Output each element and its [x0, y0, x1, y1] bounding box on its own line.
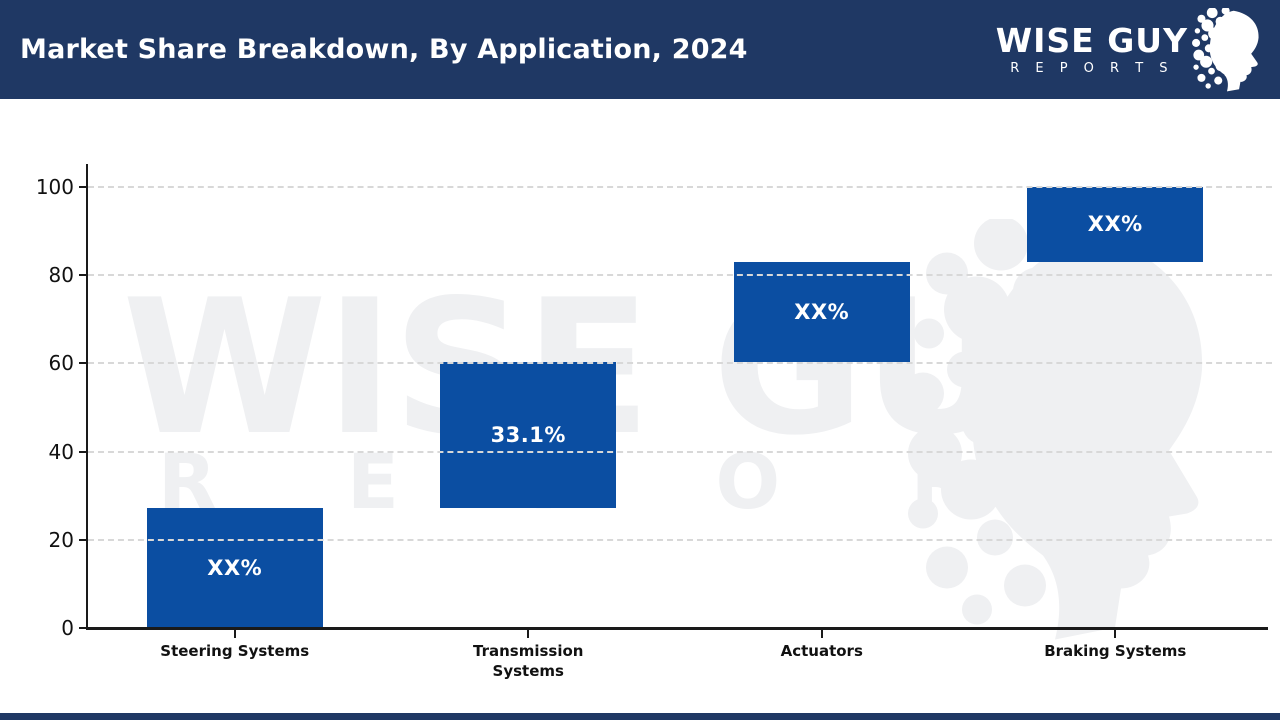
bar-value-label: XX% [207, 555, 263, 580]
bar-braking-systems: XX% [1027, 187, 1204, 262]
gridline-80 [88, 274, 1272, 277]
y-tick-mark-40 [79, 450, 87, 453]
y-tick-label-20: 20 [48, 527, 74, 552]
bar-value-label: XX% [1087, 212, 1143, 237]
y-tick-label-100: 100 [35, 175, 74, 199]
x-category-label-line: Steering Systems [160, 642, 310, 660]
y-tick-mark-100 [79, 186, 87, 188]
page-header: Market Share Breakdown, By Application, … [0, 0, 1280, 99]
bar-actuators: XX% [733, 261, 910, 362]
y-tick-mark-80 [79, 274, 87, 277]
gridline-100 [88, 186, 1272, 188]
x-category-label-0: Steering Systems [115, 641, 355, 661]
bar-value-label: XX% [794, 299, 850, 324]
gridline-60 [88, 362, 1272, 365]
gridline-40 [88, 450, 1272, 453]
y-tick-mark-20 [79, 538, 87, 541]
bar-steering-systems: XX% [146, 507, 323, 628]
x-category-label-line: Braking Systems [1044, 642, 1187, 660]
x-tick-mark-0 [233, 630, 236, 638]
y-tick-label-60: 60 [48, 351, 74, 376]
x-category-label-line: Transmission [473, 642, 584, 660]
x-tick-mark-1 [527, 630, 530, 638]
page-title: Market Share Breakdown, By Application, … [20, 34, 748, 65]
logo-head-icon [1192, 7, 1259, 91]
bar-transmission-systems: 33.1% [440, 361, 617, 508]
bar-value-label: 33.1% [490, 422, 566, 447]
x-category-label-3: Braking Systems [995, 641, 1235, 661]
gridline-20 [88, 538, 1272, 541]
x-tick-mark-3 [1114, 630, 1117, 638]
y-tick-label-40: 40 [48, 439, 74, 464]
logo-reports-label: R E P O R T S [1010, 61, 1174, 76]
y-tick-label-0: 0 [61, 616, 74, 640]
logo-wordmark: WISE GUY [995, 21, 1188, 60]
x-tick-mark-2 [820, 630, 823, 638]
x-category-label-2: Actuators [702, 641, 942, 661]
y-tick-mark-0 [79, 627, 87, 629]
x-category-label-1: Transmission Systems [408, 641, 648, 681]
y-axis-line [86, 164, 88, 630]
x-category-label-line: Actuators [780, 642, 863, 660]
brand-logo: WISE GUY R E P O R T S [995, 7, 1280, 92]
x-axis-line [86, 627, 1268, 630]
y-tick-label-80: 80 [48, 263, 74, 288]
x-category-label-line: Systems [492, 662, 564, 680]
footer-bar [0, 713, 1280, 720]
y-tick-mark-60 [79, 362, 87, 365]
